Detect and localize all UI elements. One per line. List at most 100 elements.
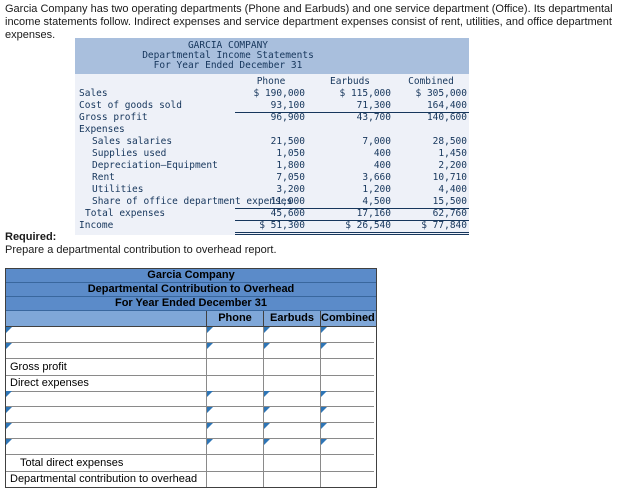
phone-amount-input[interactable] bbox=[206, 439, 263, 455]
income-statement-body: Phone Earbuds Combined Sales $ 190,000 $… bbox=[75, 74, 469, 235]
worksheet-report-title: Departmental Contribution to Overhead bbox=[6, 283, 376, 297]
input-marker-icon bbox=[321, 327, 327, 333]
input-marker-icon bbox=[207, 391, 213, 397]
worksheet-contribution-row: Departmental contribution to overhead bbox=[6, 471, 376, 487]
input-marker-icon bbox=[6, 423, 12, 429]
worksheet-company-name: Garcia Company bbox=[6, 269, 376, 283]
input-marker-icon bbox=[6, 391, 12, 397]
input-marker-icon bbox=[264, 423, 270, 429]
worksheet-column-header-row: Phone Earbuds Combined bbox=[6, 311, 376, 327]
total-direct-expenses-phone-cell[interactable] bbox=[206, 455, 263, 472]
income-statement-header: GARCIA COMPANY Departmental Income State… bbox=[75, 38, 469, 74]
combined-amount-input[interactable] bbox=[320, 343, 374, 359]
table-row-total-expenses: Total expenses 45,600 17,160 62,760 bbox=[75, 208, 469, 221]
row-label: Depreciation—Equipment bbox=[92, 160, 218, 171]
amount-combined: 2,200 bbox=[438, 160, 467, 171]
column-header-row: Phone Earbuds Combined bbox=[75, 75, 469, 88]
row-label-contribution: Departmental contribution to overhead bbox=[10, 473, 198, 485]
earbuds-amount-input[interactable] bbox=[263, 407, 320, 423]
direct-expenses-earbuds-cell bbox=[263, 375, 320, 392]
row-label: Cost of goods sold bbox=[79, 100, 182, 111]
row-label-total-direct-expenses: Total direct expenses bbox=[6, 455, 206, 472]
amount-phone: 3,200 bbox=[276, 184, 305, 195]
account-select-cell[interactable] bbox=[6, 327, 206, 343]
amount-earbuds: 71,300 bbox=[307, 100, 393, 113]
input-marker-icon bbox=[6, 439, 12, 445]
input-marker-icon bbox=[207, 439, 213, 445]
statement-title: Departmental Income Statements bbox=[142, 50, 314, 61]
amount-earbuds: $ 26,540 bbox=[307, 220, 393, 235]
input-marker-icon bbox=[207, 343, 213, 349]
contribution-phone-cell[interactable] bbox=[206, 471, 263, 487]
amount-phone: 1,050 bbox=[276, 148, 305, 159]
statement-period: For Year Ended December 31 bbox=[153, 60, 303, 71]
combined-amount-input[interactable] bbox=[320, 423, 374, 439]
input-marker-icon bbox=[264, 391, 270, 397]
amount-earbuds: $ 115,000 bbox=[339, 88, 391, 99]
worksheet-input-row bbox=[6, 407, 376, 423]
gross-profit-phone-cell[interactable] bbox=[206, 359, 263, 376]
worksheet-input-row bbox=[6, 327, 376, 343]
combined-amount-input[interactable] bbox=[320, 327, 374, 343]
contribution-combined-cell[interactable] bbox=[320, 471, 374, 487]
amount-phone: 1,800 bbox=[276, 160, 305, 171]
required-heading: Required: bbox=[5, 231, 57, 243]
account-select-cell[interactable] bbox=[6, 439, 206, 455]
row-label: Income bbox=[79, 220, 114, 231]
phone-amount-input[interactable] bbox=[206, 343, 263, 359]
worksheet-input-row bbox=[6, 439, 376, 455]
required-section: Required: Prepare a departmental contrib… bbox=[5, 231, 277, 257]
table-row-gross-profit: Gross profit 96,900 43,700 140,600 bbox=[75, 112, 469, 124]
worksheet-total-direct-expenses-row: Total direct expenses bbox=[6, 455, 376, 472]
earbuds-amount-input[interactable] bbox=[263, 343, 320, 359]
table-row-sales: Sales $ 190,000 $ 115,000 $ 305,000 bbox=[75, 88, 469, 100]
amount-combined: 4,400 bbox=[438, 184, 467, 195]
worksheet-input-row bbox=[6, 343, 376, 359]
amount-earbuds: 1,200 bbox=[362, 184, 391, 195]
income-statement-table: GARCIA COMPANY Departmental Income State… bbox=[75, 38, 469, 235]
column-header-phone: Phone bbox=[256, 76, 286, 87]
input-marker-icon bbox=[207, 407, 213, 413]
amount-earbuds: 4,500 bbox=[307, 196, 393, 209]
phone-amount-input[interactable] bbox=[206, 327, 263, 343]
contribution-earbuds-cell[interactable] bbox=[263, 471, 320, 487]
phone-amount-input[interactable] bbox=[206, 391, 263, 407]
table-row-rent: Rent 7,050 3,660 10,710 bbox=[75, 172, 469, 184]
earbuds-amount-input[interactable] bbox=[263, 439, 320, 455]
total-direct-expenses-earbuds-cell[interactable] bbox=[263, 455, 320, 472]
total-direct-expenses-combined-cell[interactable] bbox=[320, 455, 374, 472]
input-marker-icon bbox=[264, 407, 270, 413]
row-label-direct-expenses: Direct expenses bbox=[6, 375, 206, 392]
amount-phone: $ 51,300 bbox=[235, 220, 307, 235]
phone-amount-input[interactable] bbox=[206, 423, 263, 439]
phone-amount-input[interactable] bbox=[206, 407, 263, 423]
amount-phone bbox=[235, 124, 307, 136]
row-label: Supplies used bbox=[92, 148, 167, 159]
input-marker-icon bbox=[207, 423, 213, 429]
input-marker-icon bbox=[264, 439, 270, 445]
earbuds-amount-input[interactable] bbox=[263, 423, 320, 439]
account-select-cell[interactable] bbox=[6, 407, 206, 423]
worksheet-column-earbuds: Earbuds bbox=[263, 311, 320, 326]
row-label: Rent bbox=[92, 172, 115, 183]
account-select-cell[interactable] bbox=[6, 391, 206, 407]
amount-combined bbox=[393, 124, 469, 136]
amount-combined: 28,500 bbox=[432, 136, 467, 147]
table-row-supplies-used: Supplies used 1,050 400 1,450 bbox=[75, 148, 469, 160]
gross-profit-earbuds-cell[interactable] bbox=[263, 359, 320, 376]
combined-amount-input[interactable] bbox=[320, 391, 374, 407]
earbuds-amount-input[interactable] bbox=[263, 391, 320, 407]
combined-amount-input[interactable] bbox=[320, 439, 374, 455]
amount-earbuds bbox=[307, 124, 393, 136]
row-label: Share of office department expenses bbox=[92, 196, 293, 207]
account-select-cell[interactable] bbox=[6, 343, 206, 359]
amount-combined: 1,450 bbox=[438, 148, 467, 159]
input-marker-icon bbox=[321, 439, 327, 445]
required-text: Prepare a departmental contribution to o… bbox=[5, 244, 277, 256]
earbuds-amount-input[interactable] bbox=[263, 327, 320, 343]
input-marker-icon bbox=[321, 407, 327, 413]
gross-profit-combined-cell[interactable] bbox=[320, 359, 374, 376]
combined-amount-input[interactable] bbox=[320, 407, 374, 423]
account-select-cell[interactable] bbox=[6, 423, 206, 439]
worksheet-direct-expenses-row: Direct expenses bbox=[6, 375, 376, 392]
